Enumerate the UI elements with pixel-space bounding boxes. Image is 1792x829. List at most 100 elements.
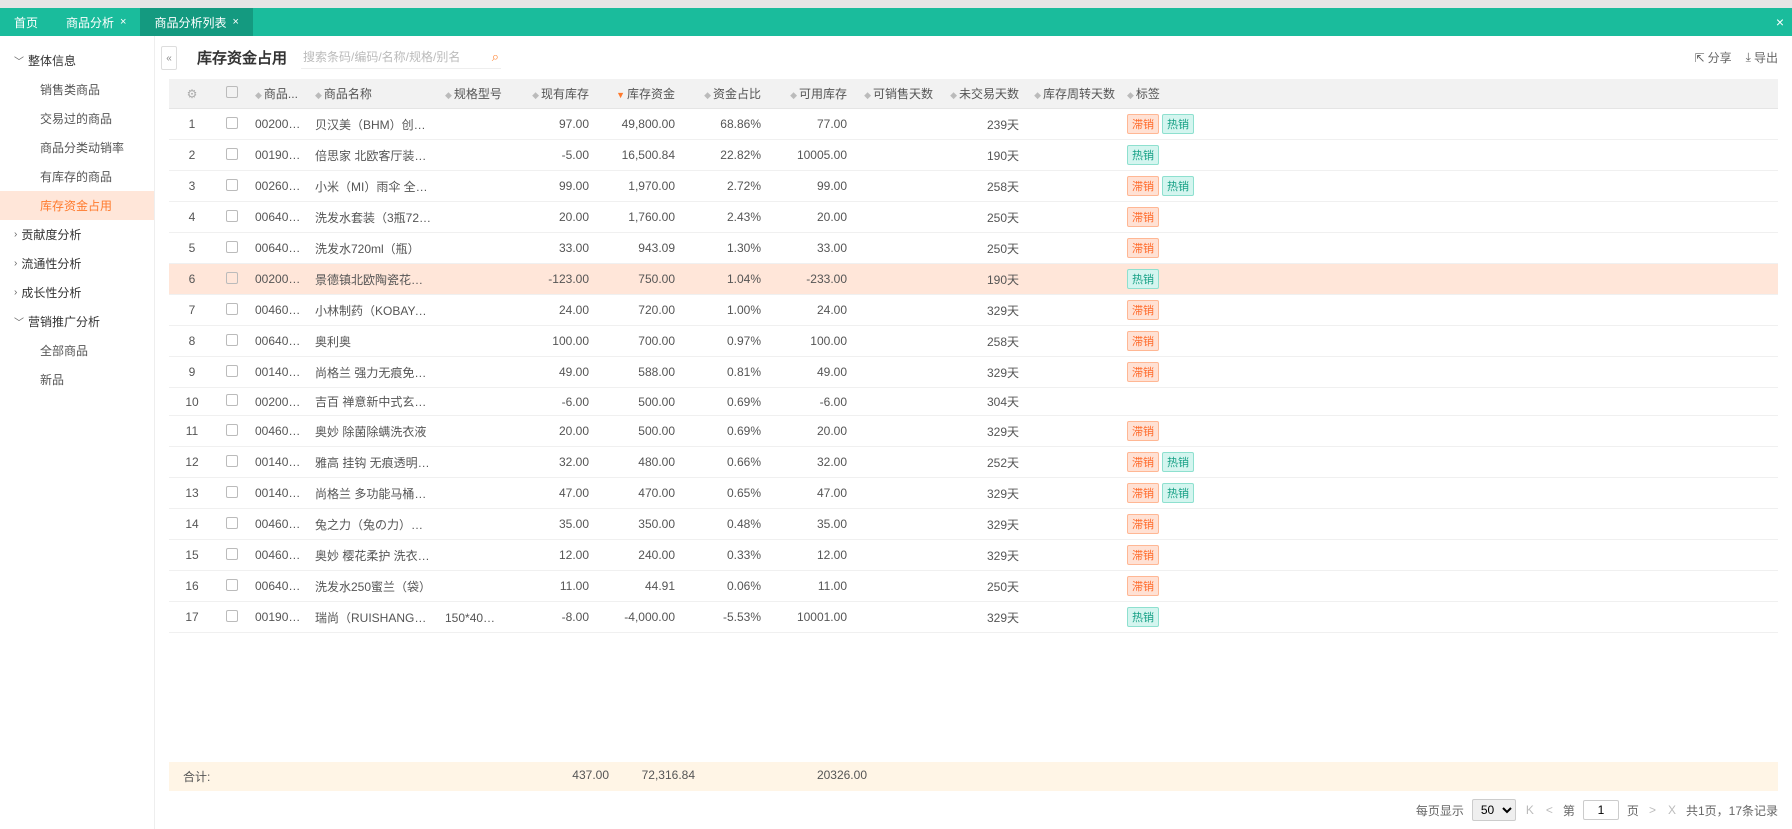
per-page-select[interactable]: 50 [1472,799,1516,821]
sidebar-group-3[interactable]: ›成长性分析 [0,278,154,307]
table-row[interactable]: 6002000...景德镇北欧陶瓷花瓶摆件 仿-123.00750.001.04… [169,264,1778,295]
row-checkbox[interactable] [226,303,238,315]
table-row[interactable]: 17001900...瑞尚（RUISHANG）卧室I150*40厘米-8.00-… [169,602,1778,633]
col-header-spec[interactable]: ◆规格型号 [439,79,509,109]
row-checkbox[interactable] [226,365,238,377]
table-row[interactable]: 9001400...尚格兰 强力无痕免打孔浴室49.00588.000.81%4… [169,357,1778,388]
sidebar-group-2[interactable]: ›流通性分析 [0,249,154,278]
row-checkbox[interactable] [226,394,238,406]
col-header-noTrade[interactable]: ◆未交易天数 [939,79,1025,109]
row-checkbox[interactable] [226,455,238,467]
sidebar-item-0-4[interactable]: 库存资金占用 [0,191,154,220]
cell-turnDays [1025,109,1121,140]
row-checkbox[interactable] [226,334,238,346]
col-header-ratio[interactable]: ◆资金占比 [681,79,767,109]
gear-icon[interactable]: ⚙ [187,87,198,101]
cell-idx: 2 [169,140,215,171]
row-checkbox[interactable] [226,579,238,591]
pager-prev[interactable]: < [1544,803,1555,817]
cell-spec: 150*40厘米 [439,602,509,633]
tab-0[interactable]: 首页 [0,8,52,36]
sidebar-item-0-1[interactable]: 交易过的商品 [0,104,154,133]
pager-last[interactable]: X [1666,803,1678,817]
cell-idx: 3 [169,171,215,202]
table-row[interactable]: 14004600...兔之力（兔の力）粘毛器黏35.00350.000.48%3… [169,509,1778,540]
tag-hot: 热销 [1162,483,1194,503]
row-checkbox[interactable] [226,517,238,529]
tab-close-icon[interactable]: × [120,16,126,28]
cell-turnDays [1025,264,1121,295]
table-row[interactable]: 11004600...奥妙 除菌除螨洗衣液20.00500.000.69%20.… [169,416,1778,447]
sidebar-item-0-0[interactable]: 销售类商品 [0,75,154,104]
sidebar-item-0-3[interactable]: 有库存的商品 [0,162,154,191]
col-header-fund[interactable]: ▼库存资金 [595,79,681,109]
table-row[interactable]: 12001400...雅高 挂钩 无痕透明粘钩 强力32.00480.000.6… [169,447,1778,478]
cell-idx: 15 [169,540,215,571]
pager-first[interactable]: K [1524,803,1536,817]
sidebar-item-4-0[interactable]: 全部商品 [0,336,154,365]
row-checkbox[interactable] [226,210,238,222]
close-all-tabs[interactable]: × [1776,8,1784,36]
cell-fund: 500.00 [595,416,681,447]
row-checkbox[interactable] [226,117,238,129]
cell-turnDays [1025,447,1121,478]
table-row[interactable]: 7004600...小林制药（KOBAYASHI）日24.00720.001.0… [169,295,1778,326]
row-checkbox[interactable] [226,610,238,622]
sidebar-item-4-1[interactable]: 新品 [0,365,154,394]
col-header-turnDays[interactable]: ◆库存周转天数 [1025,79,1121,109]
cell-saleDays [853,357,939,388]
checkbox-all[interactable] [226,86,238,98]
table-row[interactable]: 5006400...洗发水720ml（瓶）33.00943.091.30%33.… [169,233,1778,264]
table-row[interactable]: 3002600...小米（MI）雨伞 全自动折叠99.001,970.002.7… [169,171,1778,202]
cell-avail: -233.00 [767,264,853,295]
cell-tags [1121,388,1231,416]
share-button[interactable]: ⇱分享 [1695,49,1732,66]
sidebar-group-1[interactable]: ›贡献度分析 [0,220,154,249]
col-header-avail[interactable]: ◆可用库存 [767,79,853,109]
table-row[interactable]: 1002000...贝汉美（BHM）创意北欧玲97.0049,800.0068.… [169,109,1778,140]
row-checkbox[interactable] [226,486,238,498]
table-row[interactable]: 4006400...洗发水套装（3瓶720ml+1瓶20.001,760.002… [169,202,1778,233]
cell-chk [215,326,249,357]
sidebar-item-0-2[interactable]: 商品分类动销率 [0,133,154,162]
col-header-stock[interactable]: ◆现有库存 [509,79,595,109]
tag-slow: 滞销 [1127,300,1159,320]
sidebar-group-0[interactable]: ﹀整体信息 [0,46,154,75]
row-checkbox[interactable] [226,179,238,191]
total-avail: 20326.00 [781,768,867,785]
export-button[interactable]: ⤓导出 [1746,49,1778,66]
tag-slow: 滞销 [1127,452,1159,472]
tab-2[interactable]: 商品分析列表× [140,8,252,36]
collapse-sidebar-button[interactable]: « [161,46,177,70]
search-icon[interactable]: ⌕ [492,49,499,65]
table-row[interactable]: 13001400...尚格兰 多功能马桶刷套装 带47.00470.000.65… [169,478,1778,509]
table-row[interactable]: 16006400...洗发水250蜜兰（袋）11.0044.910.06%11.… [169,571,1778,602]
table-row[interactable]: 15004600...奥妙 樱花柔护 洗衣凝珠 1012.00240.000.3… [169,540,1778,571]
cell-noTrade: 190天 [939,140,1025,171]
cell-noTrade: 329天 [939,416,1025,447]
row-checkbox[interactable] [226,241,238,253]
search-input[interactable] [301,46,501,68]
sidebar-group-4[interactable]: ﹀营销推广分析 [0,307,154,336]
tab-1[interactable]: 商品分析× [52,8,140,36]
table-row[interactable]: 2001900...倍思家 北欧客厅装饰画卧室-5.0016,500.8422.… [169,140,1778,171]
cell-saleDays [853,233,939,264]
cell-turnDays [1025,202,1121,233]
col-header-tags[interactable]: ◆标签 [1121,79,1231,109]
table-row[interactable]: 10002000...吉百 禅意新中式玄关摆件客-6.00500.000.69%… [169,388,1778,416]
cell-saleDays [853,540,939,571]
cell-ratio: 0.69% [681,416,767,447]
col-header-code[interactable]: ◆商品... [249,79,309,109]
row-checkbox[interactable] [226,548,238,560]
row-checkbox[interactable] [226,148,238,160]
pager-page-input[interactable] [1583,800,1619,820]
total-ratio [695,768,781,785]
row-checkbox[interactable] [226,424,238,436]
table-row[interactable]: 8006400...奥利奥100.00700.000.97%100.00258天… [169,326,1778,357]
row-checkbox[interactable] [226,272,238,284]
col-header-name[interactable]: ◆商品名称 [309,79,439,109]
pager-next[interactable]: > [1647,803,1658,817]
cell-noTrade: 250天 [939,202,1025,233]
col-header-saleDays[interactable]: ◆可销售天数 [853,79,939,109]
tab-close-icon[interactable]: × [232,16,238,28]
